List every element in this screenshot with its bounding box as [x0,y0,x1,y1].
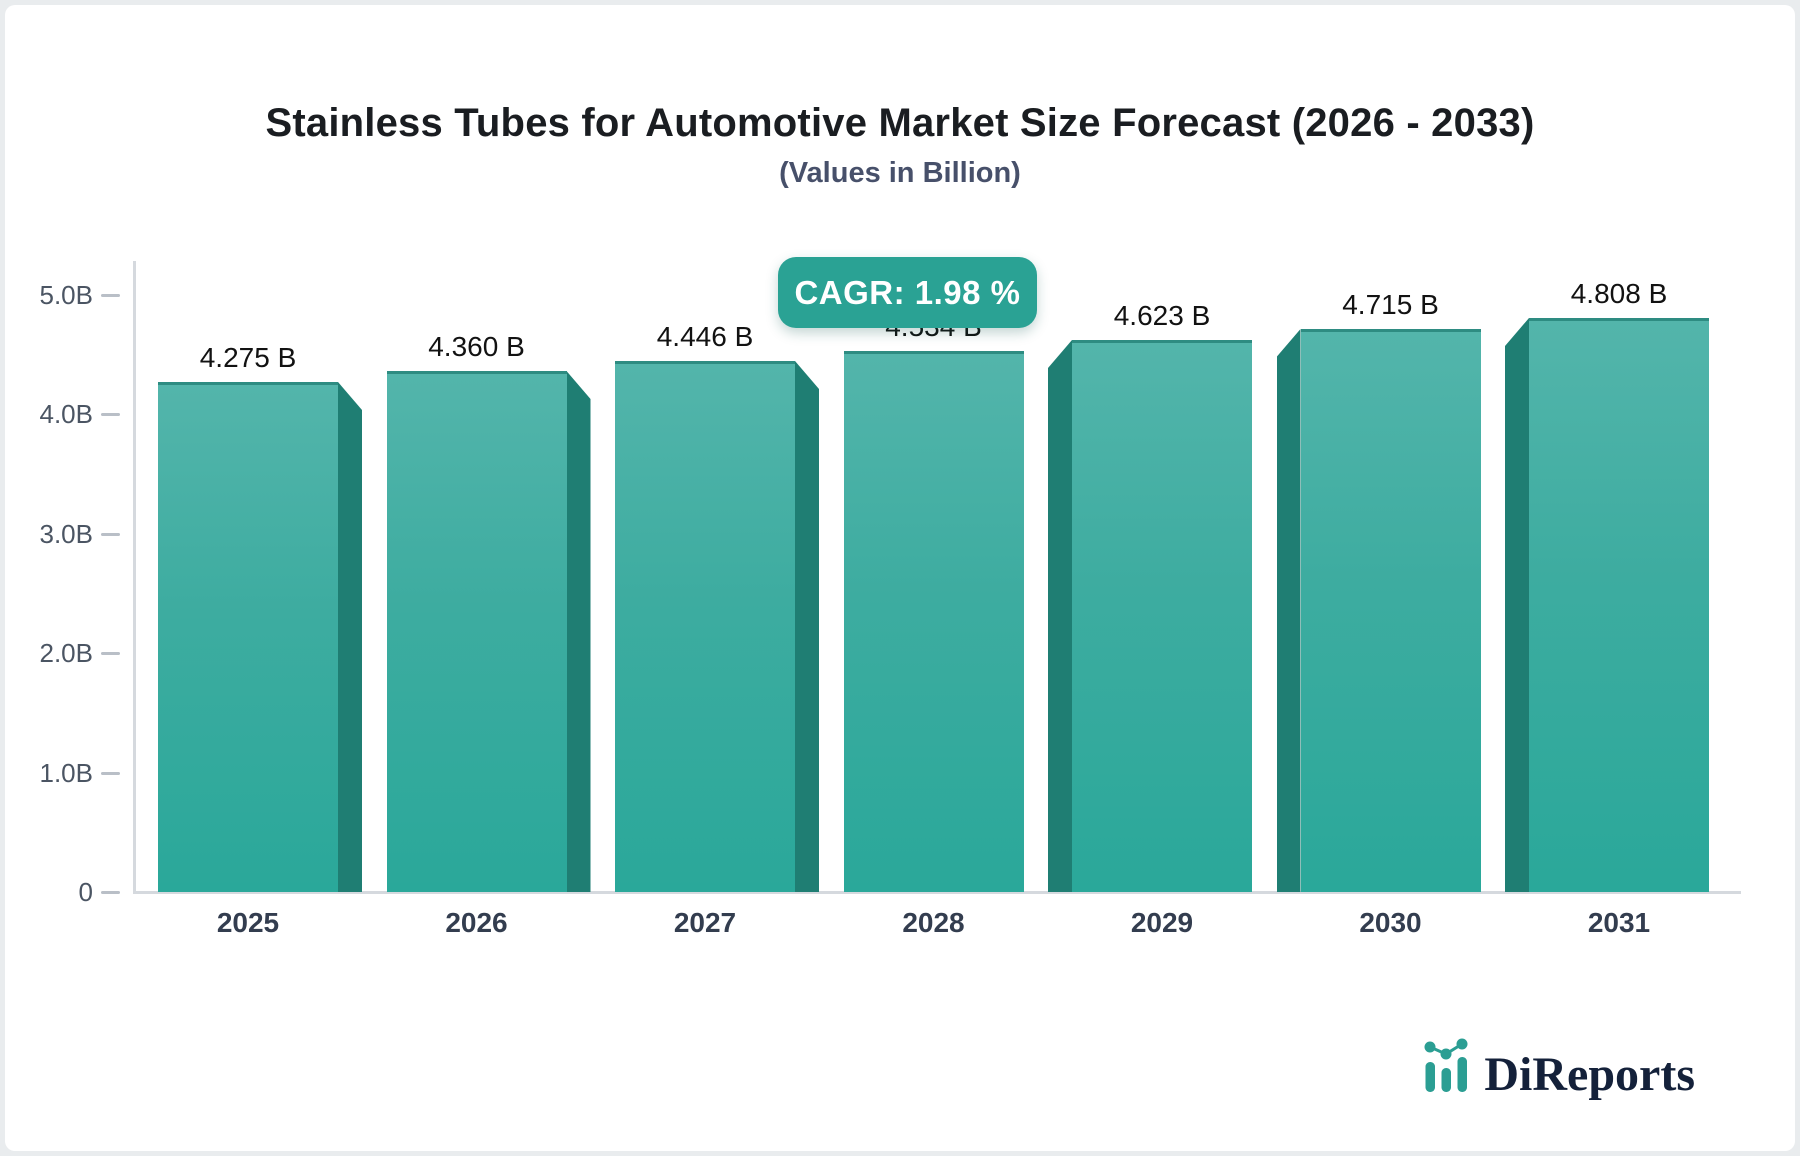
bar-side-panel [566,371,591,892]
y-axis-tick-mark [101,294,120,297]
bar-2026 [386,371,567,892]
bar-2029 [1072,340,1252,892]
y-axis-tick-label: 4.0B [39,399,94,430]
brand-logo: DiReports [1424,1038,1695,1099]
bar-side-panel [795,361,819,892]
bar-value-label: 4.275 B [199,342,297,373]
bar-side-panel [1048,340,1072,892]
bar-value-label: 4.623 B [1113,300,1211,331]
cagr-badge-label: CAGR: 1.98 % [794,273,1021,311]
x-axis-label-2028: 2028 [902,907,965,938]
chart-title: Stainless Tubes for Automotive Market Si… [265,101,1535,145]
x-axis-line [133,891,1741,894]
x-axis-label-2031: 2031 [1587,907,1651,938]
y-axis-tick-mark [101,413,120,417]
bar-2030 [1300,329,1481,892]
y-axis-tick-label: 3.0B [39,518,94,549]
bar-side-panel [1276,329,1301,892]
y-axis-tick-mark [101,652,120,656]
y-axis-line [133,261,136,894]
y-axis-tick-label: 1.0B [39,757,94,788]
bar-side-panel [1505,318,1529,892]
bar-2028 [843,351,1024,892]
y-axis-tick-mark [101,771,120,775]
bar-value-label: 4.360 B [428,331,525,362]
x-axis-label-2030: 2030 [1359,907,1422,938]
y-axis-tick-label: 5.0B [39,280,94,310]
chart-subtitle: (Values in Billion) [779,157,1021,189]
cagr-badge: CAGR: 1.98 % [778,257,1037,328]
x-axis-label-2025: 2025 [216,907,280,938]
bar-value-label: 4.808 B [1570,278,1668,309]
bar-value-label: 4.446 B [656,321,754,352]
bar-2031 [1529,318,1709,892]
y-axis-tick-label: 2.0B [39,638,94,669]
brand-logo-text: DiReports [1484,1048,1695,1101]
bar-value-label: 4.715 B [1342,289,1439,320]
bar-2027 [615,361,795,892]
y-axis-tick-label: 0 [78,877,93,907]
bar-2025 [158,382,338,892]
x-axis-label-2027: 2027 [673,907,737,938]
y-axis-tick-mark [101,532,120,536]
bar-chart-logo-icon [1424,1038,1476,1099]
chart-card: Stainless Tubes for Automotive Market Si… [5,5,1795,1151]
x-axis-label-2026: 2026 [445,907,508,938]
bar-side-panel [338,382,362,892]
y-axis-tick-mark [101,891,120,894]
x-axis-label-2029: 2029 [1130,907,1194,938]
